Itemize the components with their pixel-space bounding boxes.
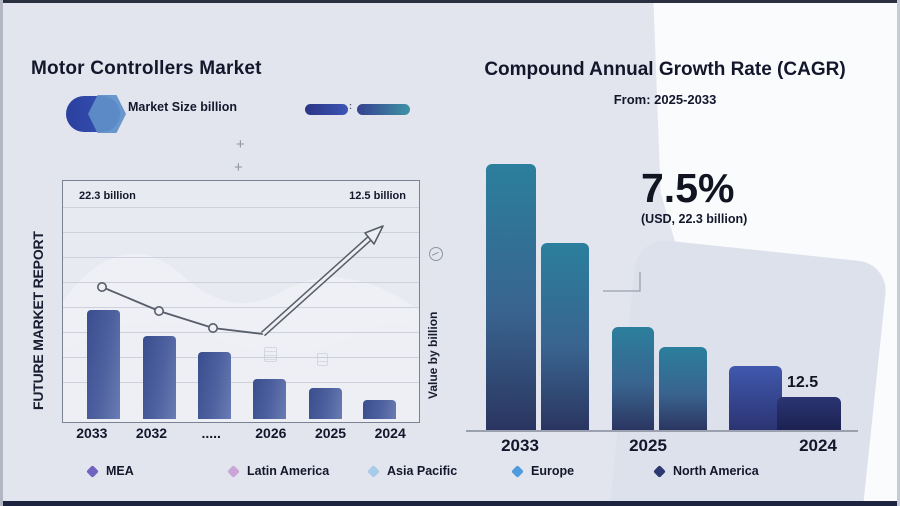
corner-bracket-decoration <box>603 272 641 292</box>
legend-item-mea: MEA <box>86 464 134 478</box>
left-chart-title: Motor Controllers Market <box>31 58 262 79</box>
left-chart-x-axis-labels: 2033 2032..... 2026 2025 2024 <box>62 425 420 441</box>
legend-label: Asia Pacific <box>387 464 458 478</box>
market-size-bar-2033 <box>87 310 120 419</box>
market-size-legend-label: Market Size billion <box>128 100 238 114</box>
legend-diamond-icon <box>653 464 666 478</box>
cagr-x-label-2025: 2025 <box>629 436 667 455</box>
market-size-bar-chart: 22.3 billion 12.5 billion <box>62 180 420 423</box>
plus-decoration-icon: + <box>236 136 245 153</box>
legend-label: Europe <box>531 464 575 478</box>
bottom-border <box>0 501 900 506</box>
future-market-report-label: FUTURE MARKET REPORT <box>30 231 46 411</box>
market-size-bar-2024 <box>363 400 396 419</box>
cagr-bar-2033-primary <box>486 164 536 431</box>
minus-circle-icon <box>426 244 446 264</box>
cagr-x-label-2024: 2024 <box>799 436 837 455</box>
cagr-x-axis-line <box>466 430 858 432</box>
cagr-bar-2024-secondary <box>777 397 841 431</box>
legend-diamond-icon <box>367 464 380 478</box>
legend-label: Latin America <box>247 464 330 478</box>
chart-gridlines <box>63 207 419 407</box>
trend-line-and-arrow <box>96 225 384 337</box>
legend-diamond-icon <box>227 464 240 478</box>
market-size-hexagon-icon <box>88 95 126 133</box>
cagr-bar-2033-secondary <box>541 243 589 431</box>
top-border <box>0 0 900 3</box>
legend-item-asia-pacific: Asia Pacific <box>367 464 458 478</box>
cagr-percentage: 7.5% <box>641 165 735 211</box>
x-axis-label: 2032 <box>135 425 168 441</box>
right-border <box>897 0 900 506</box>
mini-pill-icon-left <box>305 104 348 115</box>
legend-item-europe: Europe <box>511 464 575 478</box>
legend-diamond-icon <box>511 464 524 478</box>
cagr-subtitle: From: 2025-2033 <box>613 92 717 107</box>
document-watermark-icon <box>264 347 277 362</box>
x-axis-label: 2024 <box>374 425 406 441</box>
x-axis-label: ..... <box>201 425 221 441</box>
x-axis-label: 2026 <box>255 425 287 441</box>
value-axis-label: Value by billion <box>426 311 440 399</box>
market-size-bar-2026 <box>253 379 286 419</box>
x-axis-label: 2025 <box>314 425 347 441</box>
legend-item-north-america: North America <box>653 464 759 478</box>
document-watermark-icon <box>317 353 328 366</box>
cagr-bar-chart <box>460 150 860 431</box>
cagr-bar-2024-primary <box>729 366 782 431</box>
cagr-x-label-2033: 2033 <box>501 436 539 455</box>
legend-diamond-icon <box>86 464 99 478</box>
legend-label: North America <box>673 464 759 478</box>
cagr-bar-2025-primary <box>612 327 654 431</box>
market-size-bar-..... <box>198 352 231 419</box>
legend-item-latin-america: Latin America <box>227 464 330 478</box>
market-size-bar-2032 <box>143 336 176 419</box>
x-axis-label: 2033 <box>76 425 108 441</box>
mini-pill-colon: : <box>349 101 352 111</box>
cagr-bar-2025-secondary <box>659 347 707 431</box>
chart-value-label-2024: 12.5 billion <box>349 190 406 202</box>
chart-value-label-2033: 22.3 billion <box>79 190 136 202</box>
mini-pill-icon-right <box>357 104 410 115</box>
left-border <box>0 0 3 506</box>
cagr-note: (USD, 22.3 billion) <box>641 212 748 226</box>
legend-label: MEA <box>106 464 134 478</box>
cagr-title: Compound Annual Growth Rate (CAGR) <box>484 59 846 80</box>
plus-decoration-icon: + <box>234 159 243 176</box>
cagr-data-label: 12.5 <box>787 374 819 391</box>
market-size-bar-2025 <box>309 388 342 419</box>
